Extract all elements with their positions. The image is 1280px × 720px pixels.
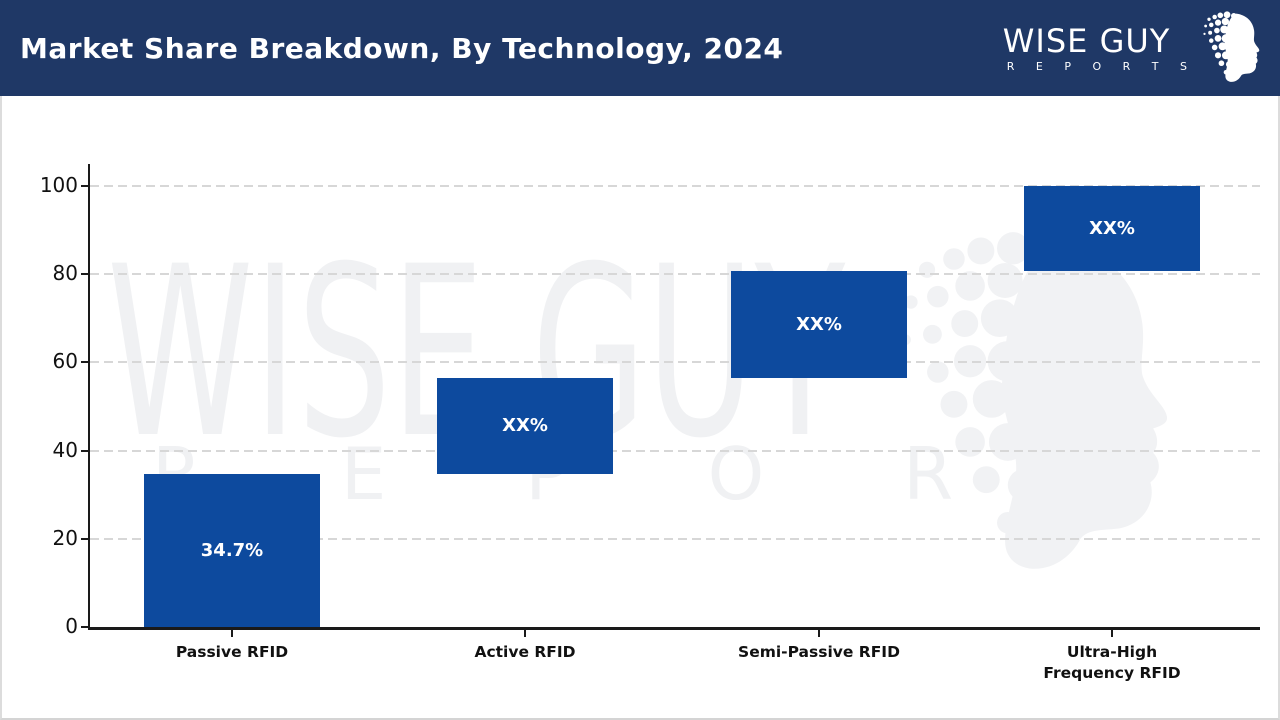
wiseguy-logo: WISE GUY R E P O R T S xyxy=(1003,11,1262,85)
y-axis-tick-label: 0 xyxy=(65,614,78,638)
y-axis-line xyxy=(88,164,90,629)
x-axis-line xyxy=(88,627,1260,630)
wiseguy-head-icon xyxy=(1200,11,1262,85)
y-axis-tick-mark xyxy=(81,449,89,452)
logo-subtext: R E P O R T S xyxy=(1006,59,1196,73)
watermark-head-icon xyxy=(884,232,1180,582)
x-axis-category-label: Semi-Passive RFID xyxy=(738,643,900,661)
x-axis-category-label: Passive RFID xyxy=(175,643,289,661)
wiseguy-logo-text: WISE GUY R E P O R T S xyxy=(1003,25,1196,72)
x-axis-category-label: Ultra-High Frequency RFID xyxy=(1043,643,1181,682)
y-gridline xyxy=(90,449,1260,452)
y-axis-tick-mark xyxy=(81,185,89,188)
logo-wordmark: WISE GUY xyxy=(1002,21,1171,60)
y-gridline xyxy=(90,273,1260,276)
y-axis-tick-label: 100 xyxy=(39,173,78,198)
bar-value-label: 34.7% xyxy=(200,539,264,561)
x-axis-tick-mark xyxy=(1111,630,1113,637)
y-axis-tick-label: 80 xyxy=(52,261,78,286)
chart-area: WISE GUY R E P O R T S 0 20 40 60 80 100 34.7%… xyxy=(0,96,1280,720)
header-banner: Market Share Breakdown, By Technology, 2… xyxy=(0,0,1280,96)
y-axis-tick-mark xyxy=(81,626,89,628)
page-title: Market Share Breakdown, By Technology, 2… xyxy=(20,31,784,65)
y-axis-tick-label: 20 xyxy=(52,525,78,550)
y-gridline xyxy=(90,537,1260,540)
x-axis-tick-mark xyxy=(231,630,233,637)
x-axis-tick-mark xyxy=(818,630,820,637)
bar-segment: XX% xyxy=(437,377,613,474)
y-axis-tick-mark xyxy=(81,361,89,364)
bar-segment: XX% xyxy=(731,270,907,378)
x-axis-category-label: Active RFID xyxy=(474,643,576,661)
bar-value-label: XX% xyxy=(796,313,842,335)
y-axis-tick-mark xyxy=(81,537,89,540)
y-gridline xyxy=(90,361,1260,364)
bar-value-label: XX% xyxy=(502,415,548,437)
bar-segment: XX% xyxy=(1024,186,1200,271)
y-gridline xyxy=(90,185,1260,188)
y-axis-tick-label: 40 xyxy=(52,437,78,462)
y-axis-tick-label: 60 xyxy=(52,349,78,374)
bar-value-label: XX% xyxy=(1089,217,1135,239)
y-axis-tick-mark xyxy=(81,273,89,276)
bar-segment: 34.7% xyxy=(144,473,320,627)
x-axis-tick-mark xyxy=(524,630,526,637)
